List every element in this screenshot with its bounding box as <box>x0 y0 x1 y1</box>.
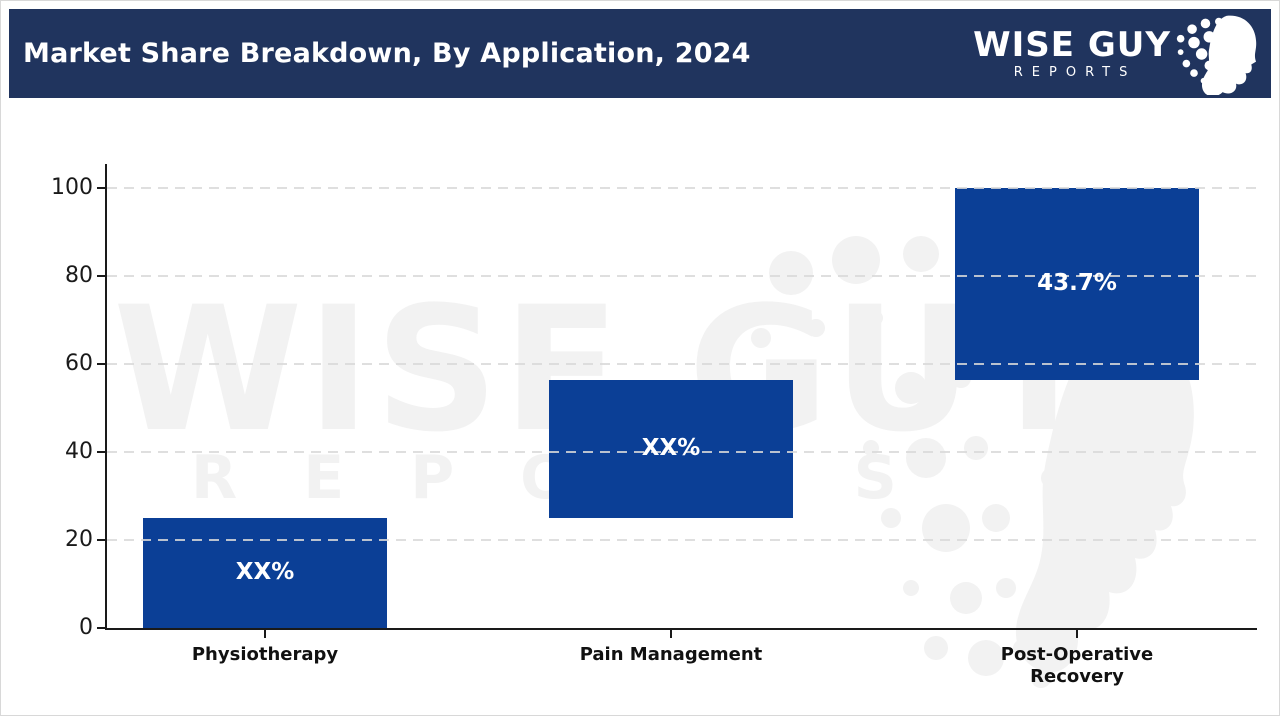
bar-physiotherapy <box>143 517 387 628</box>
gridline-60 <box>107 363 1257 365</box>
header: Market Share Breakdown, By Application, … <box>9 9 1271 98</box>
logo-subtext: REPORTS <box>1013 65 1137 80</box>
x-tick-mark <box>264 630 266 638</box>
y-tick-label-40: 40 <box>65 439 93 464</box>
y-tick-label-80: 80 <box>65 263 93 288</box>
bar-value-label: XX% <box>235 558 295 585</box>
x-tick-mark <box>1076 630 1078 638</box>
y-tick-mark-80 <box>97 275 106 277</box>
logo-face-icon <box>1176 15 1257 95</box>
brand-logo: WISE GUY REPORTS <box>973 13 1257 95</box>
bar-pain-management <box>549 380 793 518</box>
x-axis-label-post-operative-recovery: Post-Operative Recovery <box>1000 644 1154 687</box>
logo-wordmark: WISE GUY <box>973 25 1171 65</box>
gridline-80 <box>107 275 1257 277</box>
y-axis-line <box>105 164 107 630</box>
y-tick-label-100: 100 <box>51 175 93 200</box>
y-tick-mark-60 <box>97 363 106 365</box>
y-tick-mark-0 <box>97 627 106 629</box>
bar-value-label: XX% <box>641 434 701 461</box>
x-axis-label-physiotherapy: Physiotherapy <box>191 644 339 665</box>
y-tick-mark-40 <box>97 451 106 453</box>
x-tick-mark <box>670 630 672 638</box>
x-axis-line <box>105 628 1257 630</box>
y-tick-mark-20 <box>97 539 106 541</box>
bar-value-label: 43.7% <box>1037 270 1117 297</box>
gridline-20 <box>107 539 1257 541</box>
gridline-100 <box>107 187 1257 189</box>
x-axis-label-pain-management: Pain Management <box>579 644 763 665</box>
page-title: Market Share Breakdown, By Application, … <box>23 38 751 69</box>
y-tick-mark-100 <box>97 187 106 189</box>
y-tick-label-20: 20 <box>65 527 93 552</box>
y-tick-label-60: 60 <box>65 351 93 376</box>
y-tick-label-0: 0 <box>79 615 93 640</box>
gridline-40 <box>107 451 1257 453</box>
plot-area: WISE GUY REPORTS 020406080100XX%Physioth… <box>1 98 1279 715</box>
